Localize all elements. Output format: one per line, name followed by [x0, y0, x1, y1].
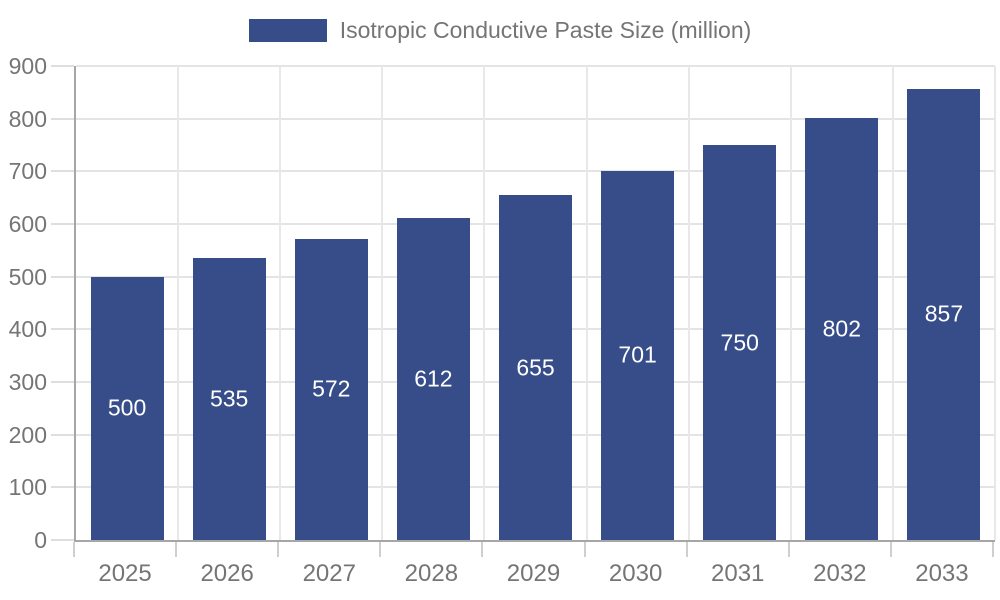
y-axis-tick-label: 0 [34, 527, 47, 553]
x-axis-tick-mark [73, 542, 75, 557]
bar-value-label: 701 [618, 341, 657, 368]
x-axis-tick-label: 2030 [608, 560, 663, 587]
x-axis-tick-mark [277, 542, 280, 557]
x-axis-tick-label: 2028 [404, 560, 459, 587]
x-gridline [585, 66, 588, 540]
x-axis-tick-mark [481, 542, 484, 557]
x-gridline [177, 66, 180, 540]
y-axis-tick-mark [51, 117, 74, 120]
y-axis-tick-mark [51, 223, 74, 225]
x-gridline [687, 66, 690, 540]
y-axis-tick-label: 200 [8, 421, 47, 448]
legend-label: Isotropic Conductive Paste Size (million… [339, 17, 752, 43]
bar[interactable]: 701 [601, 170, 675, 540]
legend[interactable]: Isotropic Conductive Paste Size (million… [0, 17, 1000, 43]
bar-value-label: 572 [312, 375, 351, 402]
x-axis-tick-mark [787, 542, 790, 557]
x-axis-tick-label: 2033 [915, 560, 969, 587]
y-axis-tick-mark [51, 381, 74, 383]
bar-value-label: 535 [209, 385, 249, 412]
x-axis-tick-mark [583, 542, 586, 557]
x-axis-tick-label: 2027 [302, 560, 356, 587]
bar-value-label: 857 [924, 300, 964, 327]
y-axis-tick-label: 400 [8, 316, 47, 343]
y-axis-tick-mark [51, 65, 74, 67]
bar[interactable]: 655 [499, 195, 572, 540]
y-axis-tick-label: 600 [8, 211, 47, 237]
y-gridline [76, 170, 995, 173]
y-axis-tick-mark [51, 328, 74, 331]
plot-area: 500 535 572 612 655 701 750 802 857 [74, 65, 996, 542]
bar-value-label: 612 [414, 365, 453, 392]
x-axis-tick-mark [685, 542, 688, 557]
x-axis-tick-mark [889, 542, 892, 557]
x-gridline [279, 66, 282, 540]
y-axis-tick-mark [51, 486, 74, 489]
y-axis-tick-mark [51, 170, 74, 173]
x-axis-tick-label: 2026 [200, 560, 254, 587]
y-axis-tick-mark [51, 539, 74, 541]
x-axis-tick-mark [992, 542, 994, 557]
x-gridline [789, 66, 792, 540]
x-axis-tick-label: 2025 [98, 560, 152, 587]
y-axis-tick-label: 100 [8, 474, 47, 501]
x-gridline [891, 66, 894, 540]
bar[interactable]: 802 [805, 117, 879, 540]
x-axis-tick-label: 2031 [711, 560, 765, 587]
legend-swatch [248, 18, 327, 42]
bar[interactable]: 572 [294, 238, 368, 540]
y-gridline [76, 65, 995, 67]
y-axis-tick-label: 300 [8, 369, 47, 395]
bar[interactable]: 750 [703, 145, 777, 540]
y-axis-tick-label: 800 [8, 105, 47, 132]
x-gridline [483, 66, 486, 540]
bar-value-label: 802 [822, 315, 862, 342]
y-axis-tick-mark [51, 275, 74, 278]
bar[interactable]: 857 [907, 88, 981, 540]
x-axis-tick-label: 2032 [813, 560, 867, 587]
x-gridline [994, 66, 996, 540]
bar[interactable]: 500 [90, 276, 164, 540]
y-gridline [76, 117, 995, 120]
x-axis-tick-mark [175, 542, 178, 557]
y-axis-tick-label: 900 [8, 53, 47, 79]
bar-value-label: 500 [107, 394, 147, 421]
x-axis-tick-label: 2029 [506, 560, 561, 587]
bar[interactable]: 612 [396, 217, 470, 540]
bar[interactable]: 535 [192, 258, 266, 540]
bar-value-label: 750 [720, 329, 759, 355]
y-axis-tick-mark [51, 433, 74, 436]
y-axis-tick-label: 500 [8, 263, 47, 290]
x-gridline [381, 66, 384, 540]
y-axis-tick-label: 700 [8, 158, 47, 185]
x-axis-tick-mark [379, 542, 382, 557]
bar-value-label: 655 [516, 354, 555, 381]
